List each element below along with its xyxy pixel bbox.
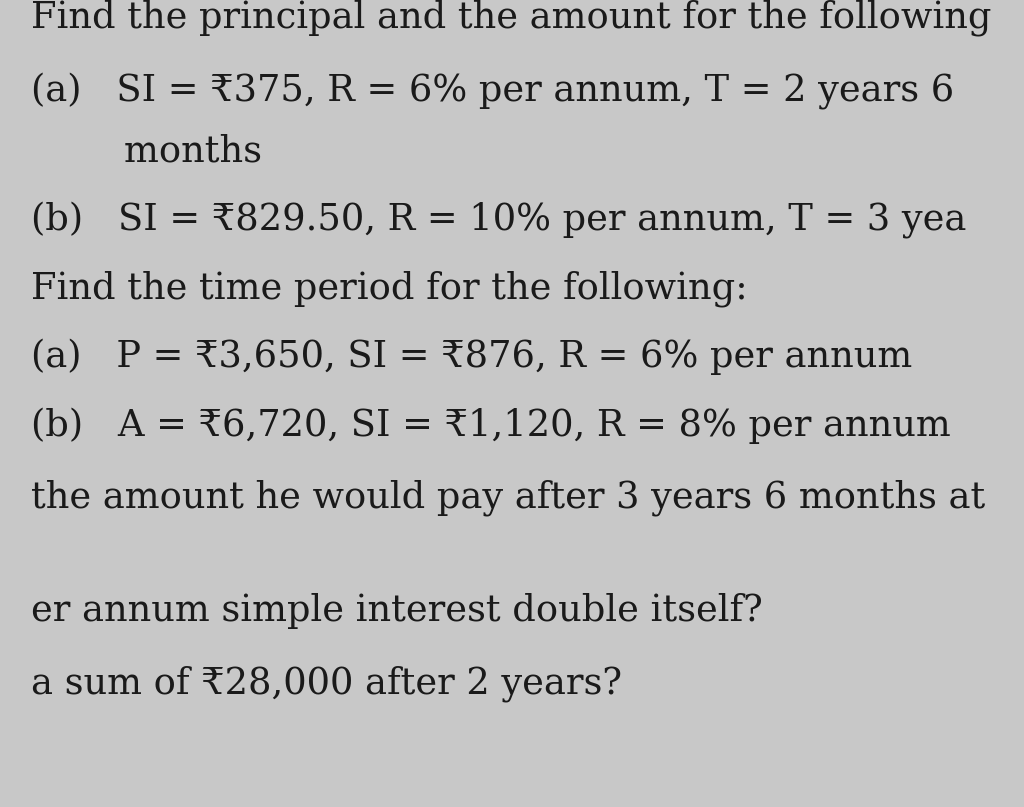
Text: (b)   A = ₹6,720, SI = ₹1,120, R = 8% per annum: (b) A = ₹6,720, SI = ₹1,120, R = 8% per … — [31, 408, 950, 444]
Text: (a)   P = ₹3,650, SI = ₹876, R = 6% per annum: (a) P = ₹3,650, SI = ₹876, R = 6% per an… — [31, 339, 912, 375]
Text: (a)   SI = ₹375, R = 6% per annum, T = 2 years 6: (a) SI = ₹375, R = 6% per annum, T = 2 y… — [31, 72, 954, 109]
Text: the amount he would pay after 3 years 6 months at: the amount he would pay after 3 years 6 … — [31, 480, 985, 516]
Text: Find the time period for the following:: Find the time period for the following: — [31, 270, 748, 307]
Text: a sum of ₹28,000 after 2 years?: a sum of ₹28,000 after 2 years? — [31, 666, 622, 702]
Text: er annum simple interest double itself?: er annum simple interest double itself? — [31, 593, 763, 629]
Text: Find the principal and the amount for the following: Find the principal and the amount for th… — [31, 0, 991, 36]
Text: (b)   SI = ₹829.50, R = 10% per annum, T = 3 yea: (b) SI = ₹829.50, R = 10% per annum, T =… — [31, 201, 966, 238]
Text: months: months — [31, 133, 262, 169]
